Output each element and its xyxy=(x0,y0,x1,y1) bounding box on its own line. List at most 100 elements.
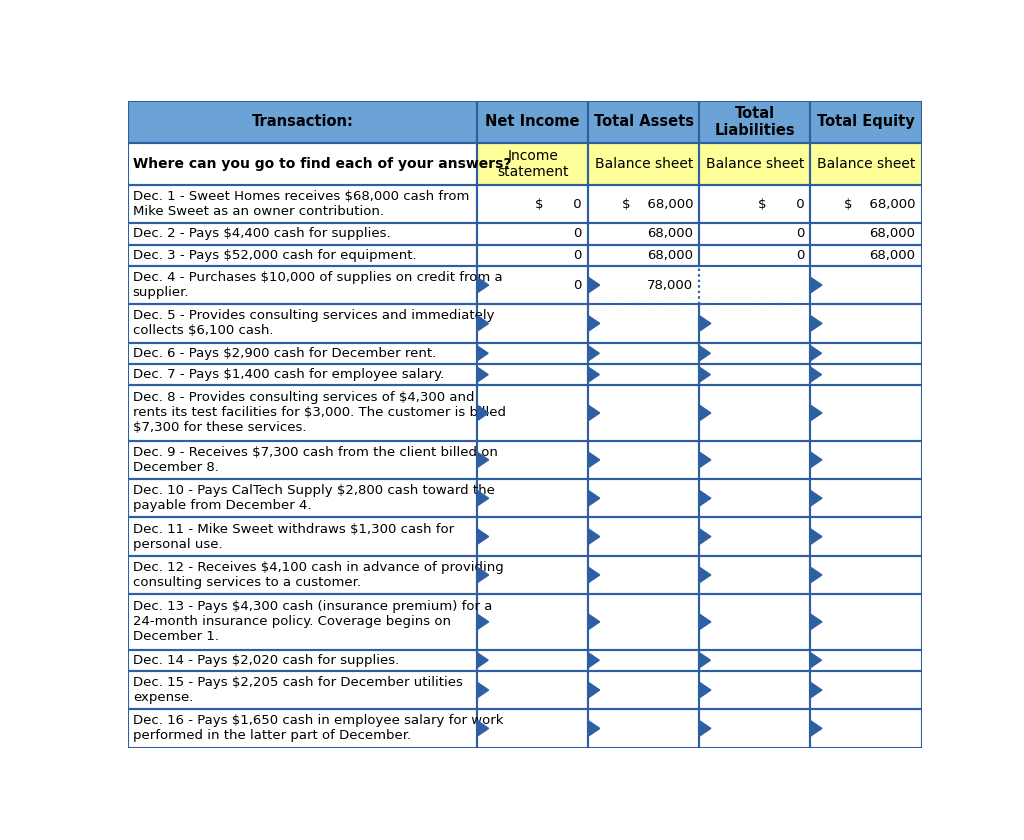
Text: Dec. 3 - Pays $52,000 cash for equipment.: Dec. 3 - Pays $52,000 cash for equipment… xyxy=(133,249,417,262)
Bar xyxy=(128,709,477,748)
Polygon shape xyxy=(477,721,488,736)
Bar xyxy=(128,143,477,185)
Bar xyxy=(477,649,589,671)
Polygon shape xyxy=(811,452,822,468)
Text: 0: 0 xyxy=(573,249,582,262)
Polygon shape xyxy=(699,452,711,468)
Bar xyxy=(699,143,811,185)
Bar xyxy=(699,185,811,223)
Bar xyxy=(588,364,699,386)
Bar xyxy=(477,556,589,594)
Bar xyxy=(699,709,811,748)
Text: Balance sheet: Balance sheet xyxy=(706,157,804,171)
Bar xyxy=(811,649,922,671)
Text: $    68,000: $ 68,000 xyxy=(844,197,915,211)
Text: 0: 0 xyxy=(796,228,804,240)
Bar xyxy=(477,709,589,748)
Polygon shape xyxy=(588,682,600,698)
Text: Dec. 15 - Pays $2,205 cash for December utilities
expense.: Dec. 15 - Pays $2,205 cash for December … xyxy=(133,676,463,704)
Text: Net Income: Net Income xyxy=(485,114,580,129)
Polygon shape xyxy=(477,316,488,331)
Bar xyxy=(128,244,477,266)
Polygon shape xyxy=(811,277,822,293)
Polygon shape xyxy=(588,316,600,331)
Polygon shape xyxy=(811,682,822,698)
Bar xyxy=(699,223,811,244)
Bar xyxy=(699,556,811,594)
Bar xyxy=(699,479,811,517)
Bar xyxy=(699,671,811,709)
Polygon shape xyxy=(699,682,711,698)
Text: 0: 0 xyxy=(796,249,804,262)
Bar xyxy=(477,304,589,343)
Polygon shape xyxy=(588,653,599,668)
Text: Total
Liabilities: Total Liabilities xyxy=(715,106,796,138)
Bar xyxy=(588,101,699,143)
Polygon shape xyxy=(811,721,822,736)
Bar xyxy=(699,101,811,143)
Bar xyxy=(477,386,589,441)
Polygon shape xyxy=(699,367,711,382)
Polygon shape xyxy=(588,491,600,506)
Bar xyxy=(811,143,922,185)
Bar xyxy=(128,223,477,244)
Polygon shape xyxy=(588,721,600,736)
Bar xyxy=(811,441,922,479)
Polygon shape xyxy=(477,405,488,421)
Bar xyxy=(588,649,699,671)
Text: $    68,000: $ 68,000 xyxy=(622,197,693,211)
Text: $       0: $ 0 xyxy=(536,197,582,211)
Bar xyxy=(477,479,589,517)
Bar xyxy=(699,386,811,441)
Text: Dec. 6 - Pays $2,900 cash for December rent.: Dec. 6 - Pays $2,900 cash for December r… xyxy=(133,347,436,360)
Text: 68,000: 68,000 xyxy=(647,249,693,262)
Text: Balance sheet: Balance sheet xyxy=(595,157,693,171)
Bar xyxy=(477,266,589,304)
Polygon shape xyxy=(588,529,600,544)
Bar xyxy=(477,671,589,709)
Bar xyxy=(128,649,477,671)
Polygon shape xyxy=(477,452,488,468)
Polygon shape xyxy=(699,653,711,668)
Text: Dec. 10 - Pays CalTech Supply $2,800 cash toward the
payable from December 4.: Dec. 10 - Pays CalTech Supply $2,800 cas… xyxy=(133,484,495,512)
Polygon shape xyxy=(811,529,822,544)
Polygon shape xyxy=(811,405,822,421)
Polygon shape xyxy=(699,567,711,583)
Text: 68,000: 68,000 xyxy=(869,228,915,240)
Bar xyxy=(588,671,699,709)
Text: Dec. 4 - Purchases $10,000 of supplies on credit from a
supplier.: Dec. 4 - Purchases $10,000 of supplies o… xyxy=(133,271,503,299)
Bar xyxy=(811,266,922,304)
Bar xyxy=(588,441,699,479)
Bar xyxy=(477,244,589,266)
Polygon shape xyxy=(811,491,822,506)
Polygon shape xyxy=(588,614,600,630)
Bar xyxy=(128,266,477,304)
Bar xyxy=(588,479,699,517)
Polygon shape xyxy=(477,367,488,382)
Polygon shape xyxy=(699,316,711,331)
Bar xyxy=(588,517,699,556)
Bar xyxy=(699,649,811,671)
Text: Total Assets: Total Assets xyxy=(594,114,694,129)
Text: Dec. 11 - Mike Sweet withdraws $1,300 cash for
personal use.: Dec. 11 - Mike Sweet withdraws $1,300 ca… xyxy=(133,522,454,550)
Polygon shape xyxy=(811,614,822,630)
Polygon shape xyxy=(588,367,599,382)
Polygon shape xyxy=(477,567,488,583)
Bar xyxy=(128,517,477,556)
Polygon shape xyxy=(588,346,599,360)
Bar xyxy=(811,709,922,748)
Bar xyxy=(588,244,699,266)
Polygon shape xyxy=(811,316,822,331)
Text: Dec. 2 - Pays $4,400 cash for supplies.: Dec. 2 - Pays $4,400 cash for supplies. xyxy=(133,228,390,240)
Bar xyxy=(128,185,477,223)
Bar xyxy=(699,343,811,364)
Bar xyxy=(811,101,922,143)
Bar xyxy=(477,343,589,364)
Text: 68,000: 68,000 xyxy=(869,249,915,262)
Bar xyxy=(699,517,811,556)
Polygon shape xyxy=(699,721,711,736)
Bar xyxy=(477,143,589,185)
Polygon shape xyxy=(588,452,600,468)
Text: Transaction:: Transaction: xyxy=(252,114,353,129)
Bar xyxy=(477,101,589,143)
